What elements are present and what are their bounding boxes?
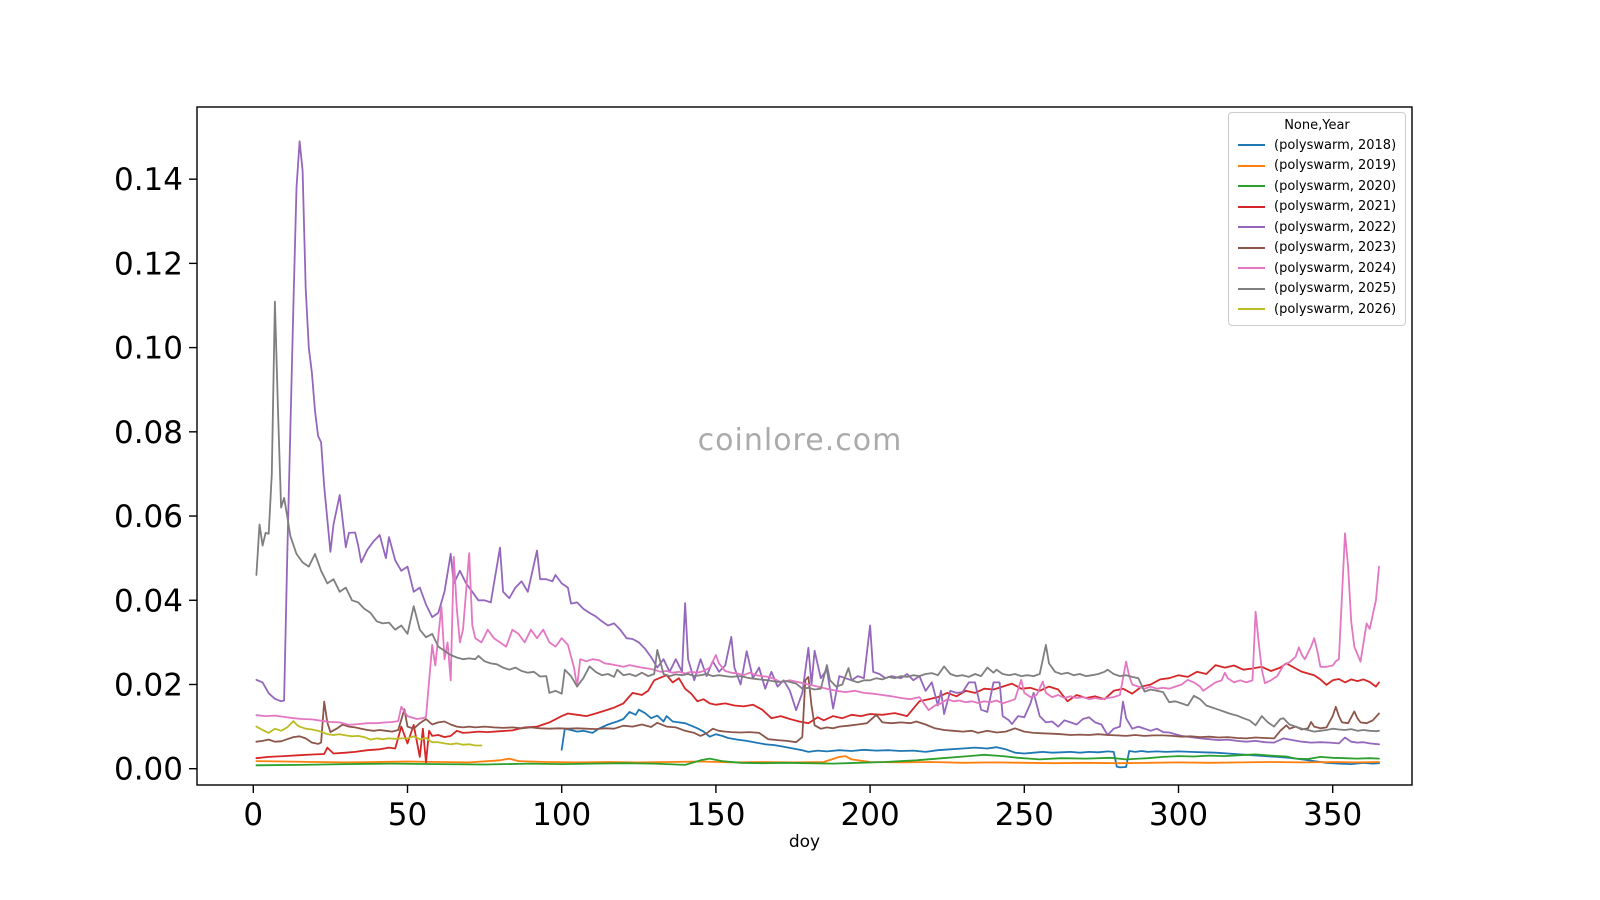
legend-item: (polyswarm, 2021) <box>1229 197 1405 218</box>
legend-label: (polyswarm, 2024) <box>1274 260 1397 276</box>
y-tick-label: 0.10 <box>114 331 183 367</box>
series-line-polyswarm-2018 <box>560 708 1380 769</box>
legend-line-swatch <box>1238 267 1265 270</box>
y-tick-label: 0.14 <box>114 162 183 198</box>
y-tick-label: 0.08 <box>114 415 183 451</box>
legend-label: (polyswarm, 2020) <box>1274 178 1397 194</box>
x-tick-label: 150 <box>686 797 745 833</box>
legend-label: (polyswarm, 2022) <box>1274 219 1397 235</box>
series-line-polyswarm-2020 <box>255 753 1380 767</box>
y-tick-label: 0.12 <box>114 246 183 282</box>
series-line-polyswarm-2025 <box>255 300 1380 733</box>
legend-line-swatch <box>1238 205 1265 208</box>
y-tick-label: 0.04 <box>114 583 183 619</box>
legend-label: (polyswarm, 2023) <box>1274 240 1397 256</box>
series-line-polyswarm-2019 <box>255 755 1380 765</box>
legend-item: (polyswarm, 2019) <box>1229 156 1405 177</box>
y-tick-label: 0.06 <box>114 499 183 535</box>
legend-item: (polyswarm, 2022) <box>1229 217 1405 238</box>
legend-box: None,Year (polyswarm, 2018) (polyswarm, 2… <box>1228 112 1406 326</box>
legend-title: None,Year <box>1284 118 1350 133</box>
legend-rows: (polyswarm, 2018) (polyswarm, 2019) (polys… <box>1229 135 1405 320</box>
legend-item: (polyswarm, 2023) <box>1229 238 1405 259</box>
series-line-polyswarm-2024 <box>255 532 1380 726</box>
x-tick-label: 250 <box>995 797 1054 833</box>
series-line-polyswarm-2023 <box>255 676 1380 745</box>
y-tick-label: 0.00 <box>114 752 183 788</box>
legend-item: (polyswarm, 2026) <box>1229 299 1405 320</box>
series-line-polyswarm-2026 <box>255 720 483 747</box>
legend-line-swatch <box>1238 164 1265 167</box>
x-tick-label: 50 <box>388 797 427 833</box>
legend-label: (polyswarm, 2018) <box>1274 137 1397 153</box>
series-line-polyswarm-2022 <box>255 140 1380 746</box>
x-axis-label: doy <box>789 832 820 852</box>
legend-label: (polyswarm, 2026) <box>1274 301 1397 317</box>
x-tick-label: 0 <box>243 797 263 833</box>
x-tick-label: 350 <box>1303 797 1362 833</box>
legend-line-swatch <box>1238 144 1265 147</box>
series-line-polyswarm-2021 <box>255 662 1380 764</box>
legend-item: (polyswarm, 2024) <box>1229 258 1405 279</box>
legend-line-swatch <box>1238 226 1265 229</box>
legend-line-swatch <box>1238 287 1265 290</box>
legend-line-swatch <box>1238 185 1265 188</box>
x-tick-label: 200 <box>841 797 900 833</box>
legend-label: (polyswarm, 2021) <box>1274 199 1397 215</box>
legend-label: (polyswarm, 2025) <box>1274 281 1397 297</box>
legend-label: (polyswarm, 2019) <box>1274 158 1397 174</box>
axes-spines <box>196 106 1413 786</box>
legend-line-swatch <box>1238 308 1265 311</box>
y-tick-label: 0.02 <box>114 667 183 703</box>
legend-item: (polyswarm, 2025) <box>1229 279 1405 300</box>
x-tick-label: 300 <box>1149 797 1208 833</box>
legend-item: (polyswarm, 2020) <box>1229 176 1405 197</box>
legend-item: (polyswarm, 2018) <box>1229 135 1405 156</box>
x-tick-label: 100 <box>532 797 591 833</box>
legend-line-swatch <box>1238 246 1265 249</box>
